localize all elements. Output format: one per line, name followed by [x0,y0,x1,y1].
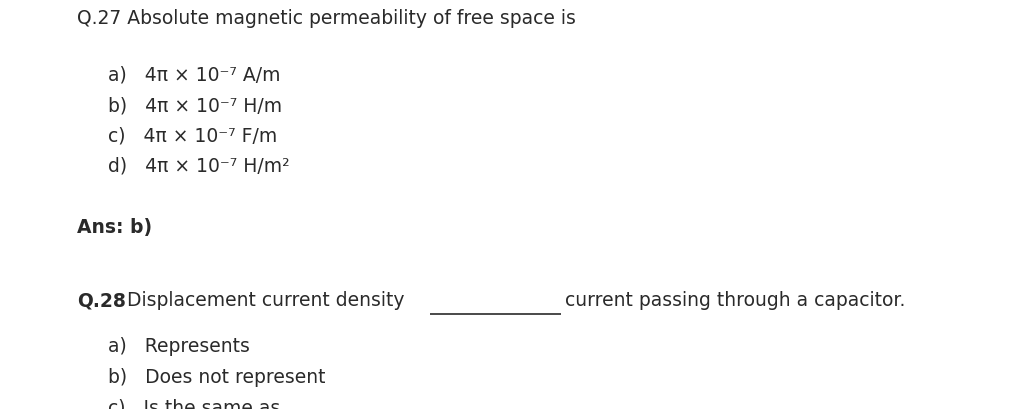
Text: c)   Is the same as: c) Is the same as [108,398,280,409]
Text: c)   4π × 10⁻⁷ F/m: c) 4π × 10⁻⁷ F/m [108,126,276,145]
Text: Displacement current density: Displacement current density [121,290,404,309]
Text: Ans: b): Ans: b) [77,218,152,236]
Text: a)   4π × 10⁻⁷ A/m: a) 4π × 10⁻⁷ A/m [108,65,280,84]
Text: d)   4π × 10⁻⁷ H/m²: d) 4π × 10⁻⁷ H/m² [108,156,289,175]
Text: b)   Does not represent: b) Does not represent [108,367,325,386]
Text: b)   4π × 10⁻⁷ H/m: b) 4π × 10⁻⁷ H/m [108,96,282,115]
Text: a)   Represents: a) Represents [108,336,250,355]
Text: Q.28: Q.28 [77,290,126,309]
Text: current passing through a capacitor.: current passing through a capacitor. [565,290,905,309]
Text: Q.27 Absolute magnetic permeability of free space is: Q.27 Absolute magnetic permeability of f… [77,9,575,28]
